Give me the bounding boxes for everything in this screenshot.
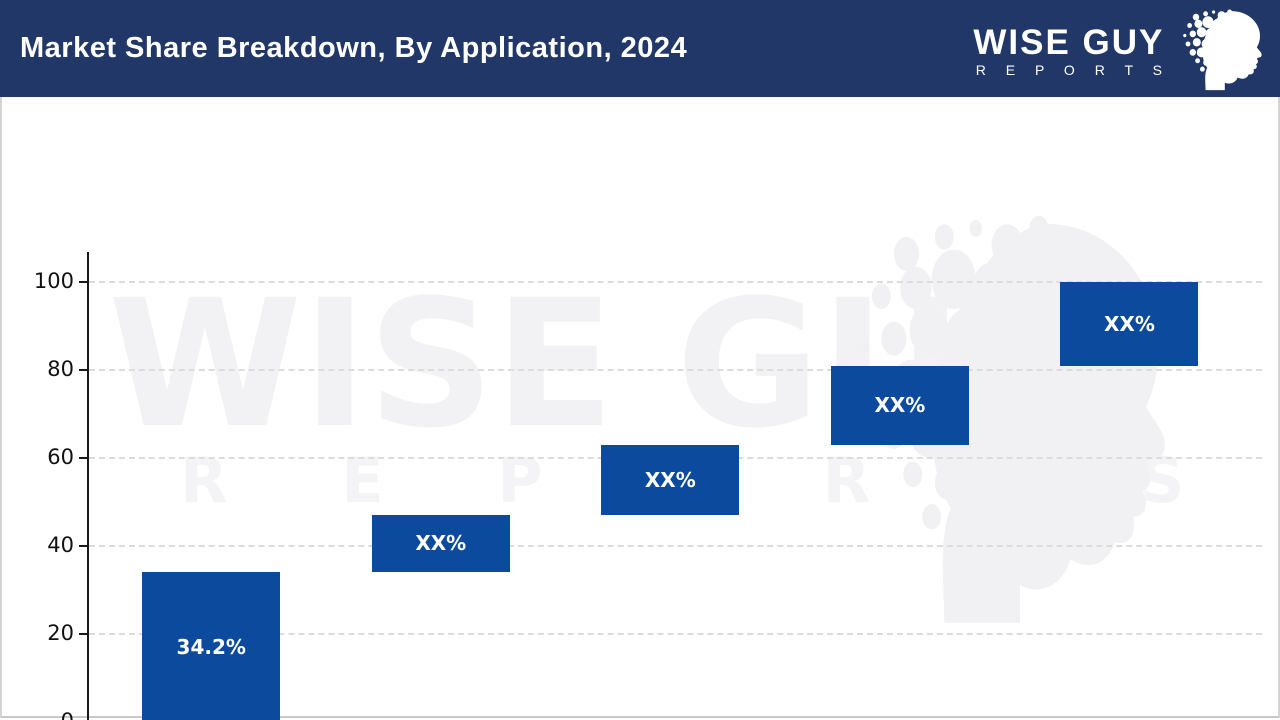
gridline-y-80 [89,369,1262,371]
gridline-y-100 [89,281,1262,283]
y-tick-mark [79,633,87,635]
bar-chart-plot: 02040608010034.2%Food FumigationXX%Texti… [0,97,1280,720]
bar-segment [1060,282,1199,366]
wiseguy-logo: WISE GUY R E P O R T S [968,6,1268,92]
logo-text: WISE GUY R E P O R T S [968,25,1170,79]
y-tick-mark [79,369,87,371]
bar-value-label: XX% [415,531,467,556]
y-tick-mark [79,457,87,459]
logo-subtext: R E P O R T S [975,62,1170,78]
bar-value-label: XX% [1103,311,1155,336]
bar-segment [142,571,281,720]
logo-wordmark: WISE GUY [973,23,1165,62]
y-tick-label: 100 [33,269,74,293]
gridline-y-20 [89,633,1262,635]
chart-frame [0,97,1280,718]
page-title: Market Share Breakdown, By Application, … [20,32,688,64]
bar-value-label: XX% [874,393,926,418]
header-band: Market Share Breakdown, By Application, … [0,0,1280,97]
bar-segment [371,515,510,572]
logo-face-icon [1183,9,1262,91]
bar-segment [601,444,740,516]
bar-segment [830,365,969,445]
bar-value-label: 34.2% [176,634,246,659]
bar-value-label: XX% [644,468,696,492]
y-tick-label: 60 [47,445,74,469]
y-axis-line [87,252,89,720]
y-tick-label: 20 [47,621,74,645]
gridline-y-40 [89,545,1262,547]
y-tick-label: 0 [14,711,74,720]
y-tick-label: 40 [47,533,74,557]
y-tick-mark [79,281,87,283]
y-tick-label: 80 [47,357,74,381]
y-tick-mark [79,545,87,547]
